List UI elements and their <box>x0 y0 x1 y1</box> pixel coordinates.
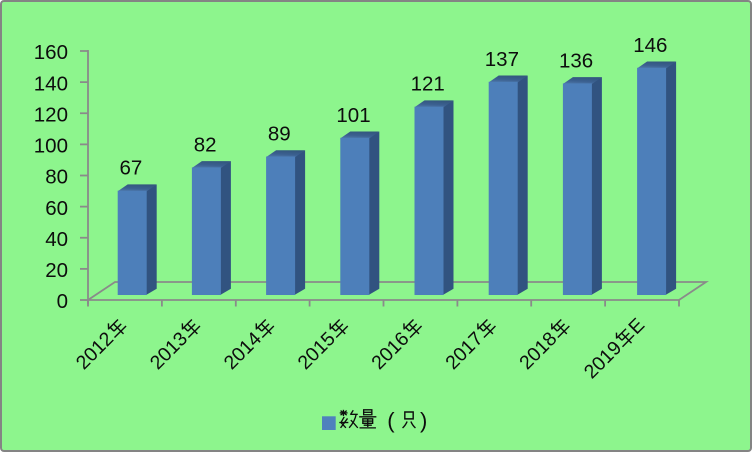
svg-text:100: 100 <box>34 135 68 158</box>
svg-text:121: 121 <box>411 73 445 96</box>
svg-text:): ) <box>420 408 427 433</box>
svg-text:160: 160 <box>34 41 68 64</box>
svg-text:40: 40 <box>45 228 68 251</box>
svg-text:(: ( <box>387 408 395 433</box>
svg-text:20: 20 <box>45 259 68 282</box>
svg-text:67: 67 <box>119 157 142 180</box>
svg-text:2012: 2012 <box>72 328 118 374</box>
svg-text:2013: 2013 <box>146 328 192 374</box>
svg-text:0: 0 <box>57 290 68 313</box>
svg-text:101: 101 <box>336 104 370 127</box>
svg-text:2017: 2017 <box>441 328 487 374</box>
svg-text:120: 120 <box>34 104 68 127</box>
svg-text:2014: 2014 <box>220 328 266 374</box>
svg-text:80: 80 <box>45 166 68 189</box>
svg-text:89: 89 <box>268 123 291 146</box>
svg-text:2018: 2018 <box>515 328 561 374</box>
svg-text:146: 146 <box>633 34 667 57</box>
svg-text:2016: 2016 <box>367 328 413 374</box>
svg-text:2019: 2019 <box>580 337 626 383</box>
svg-text:60: 60 <box>45 197 68 220</box>
svg-text:136: 136 <box>559 49 593 72</box>
svg-text:82: 82 <box>194 133 217 156</box>
svg-text:2015: 2015 <box>294 328 340 374</box>
svg-text:137: 137 <box>485 48 519 71</box>
svg-text:140: 140 <box>34 72 68 95</box>
